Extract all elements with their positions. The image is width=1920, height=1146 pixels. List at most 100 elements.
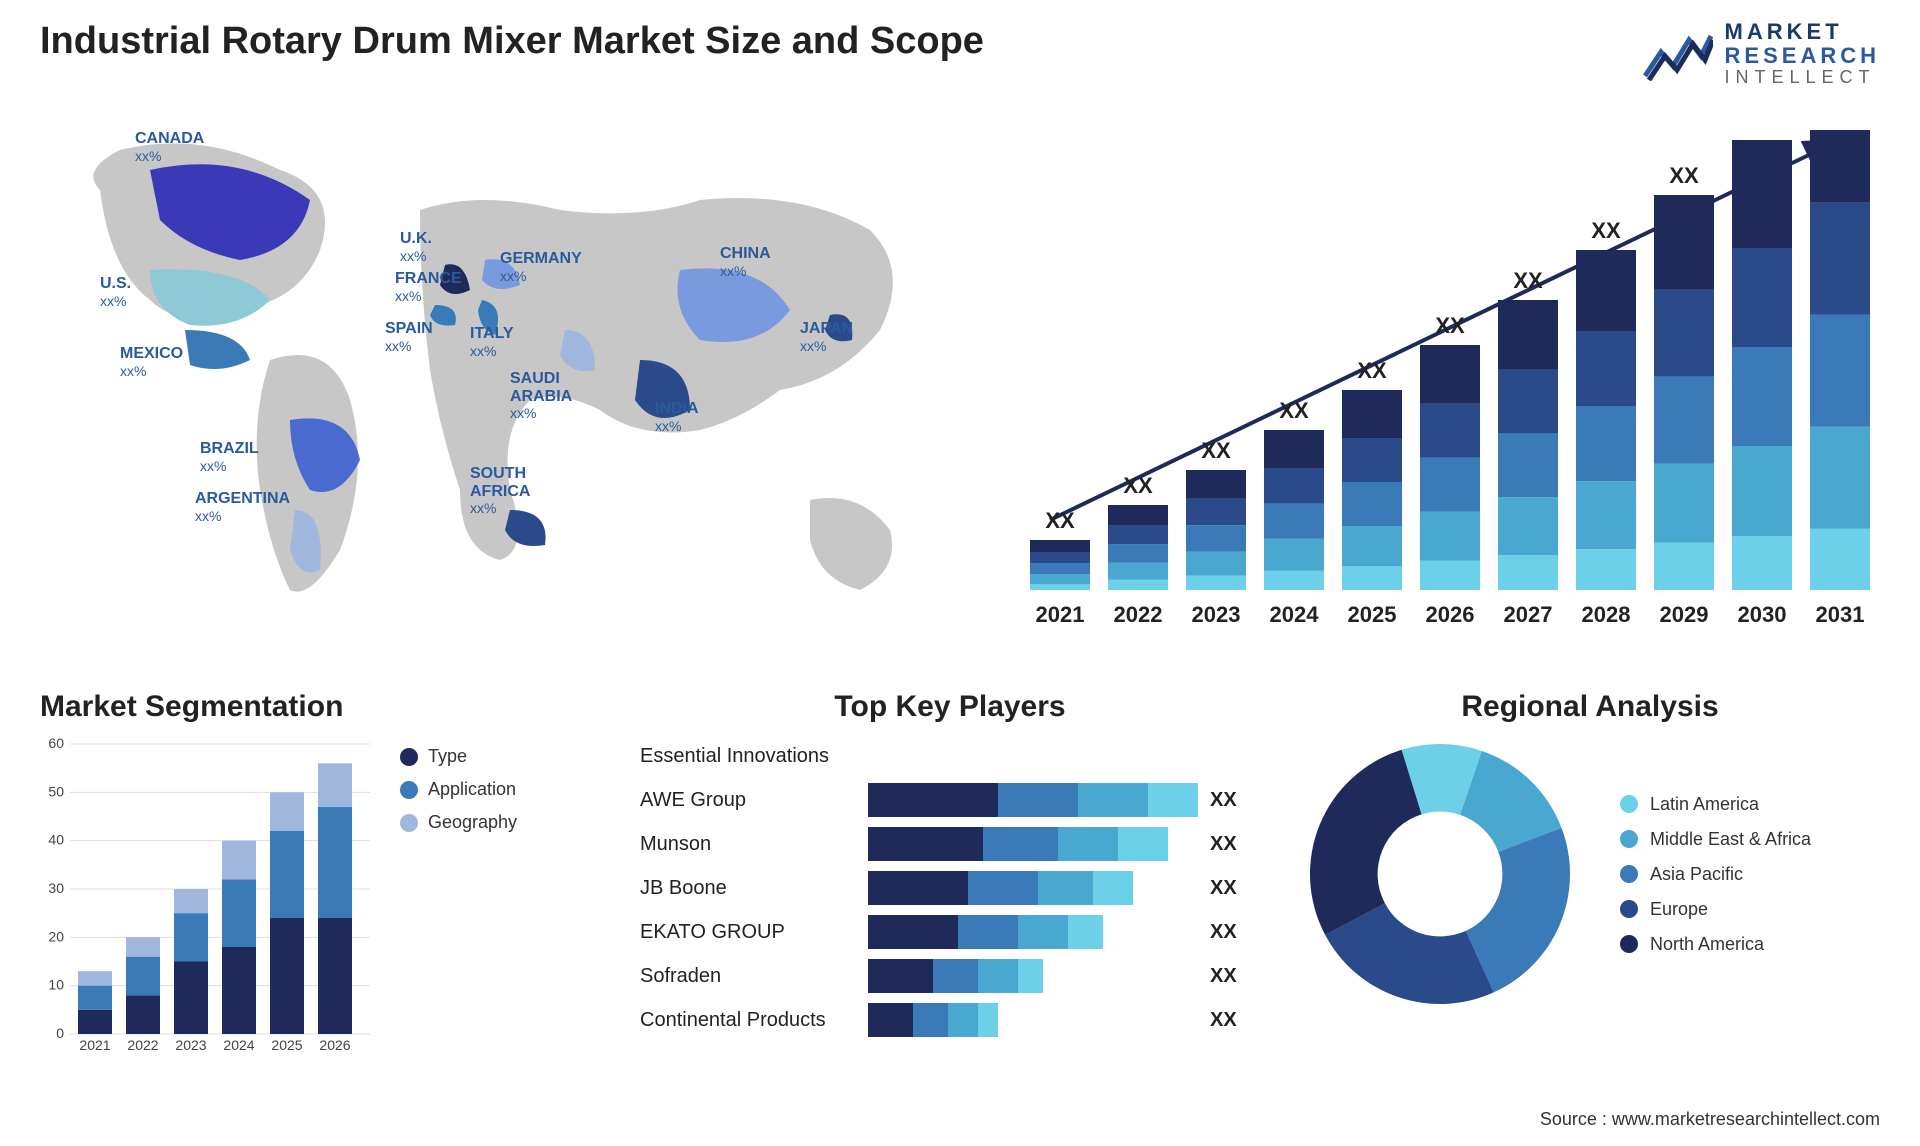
player-name: Continental Products — [640, 1009, 860, 1032]
svg-text:2022: 2022 — [1114, 602, 1163, 627]
brand-logo: MARKET RESEARCH INTELLECT — [1643, 20, 1880, 88]
header: Industrial Rotary Drum Mixer Market Size… — [40, 20, 1880, 88]
map-label: FRANCExx% — [395, 270, 462, 305]
player-name: AWE Group — [640, 789, 860, 812]
player-name: Munson — [640, 833, 860, 856]
svg-text:2023: 2023 — [1192, 602, 1241, 627]
player-row: Essential Innovations — [640, 734, 1260, 778]
player-bar — [868, 783, 1202, 817]
map-label: MEXICOxx% — [120, 345, 183, 380]
player-row: EKATO GROUP XX — [640, 910, 1260, 954]
svg-text:60: 60 — [48, 735, 64, 751]
map-label: ARGENTINAxx% — [195, 490, 290, 525]
page-title: Industrial Rotary Drum Mixer Market Size… — [40, 20, 984, 63]
legend-item: Application — [400, 779, 517, 800]
map-label: INDIAxx% — [655, 400, 699, 435]
svg-text:XX: XX — [1279, 398, 1309, 423]
regional-donut — [1300, 734, 1580, 1014]
svg-text:XX: XX — [1513, 268, 1543, 293]
svg-text:2023: 2023 — [175, 1037, 206, 1053]
legend-item: Latin America — [1620, 794, 1811, 815]
map-label: CHINAxx% — [720, 245, 771, 280]
player-name: EKATO GROUP — [640, 921, 860, 944]
market-size-svg: XX2021XX2022XX2023XX2024XX2025XX2026XX20… — [1010, 130, 1880, 650]
svg-text:2031: 2031 — [1816, 602, 1865, 627]
svg-text:2027: 2027 — [1504, 602, 1553, 627]
legend-item: Type — [400, 746, 517, 767]
source-text: Source : www.marketresearchintellect.com — [1540, 1109, 1880, 1130]
regional-section: Regional Analysis Latin America Middle Ea… — [1300, 690, 1880, 1014]
segmentation-chart: 0102030405060202120222023202420252026 — [40, 734, 370, 1074]
svg-text:2025: 2025 — [271, 1037, 302, 1053]
svg-text:XX: XX — [1591, 218, 1621, 243]
players-rows: Essential Innovations AWE Group XX Munson XX… — [640, 734, 1260, 1042]
map-label: BRAZILxx% — [200, 440, 259, 475]
segmentation-legend: Type Application Geography — [400, 734, 517, 845]
svg-text:2024: 2024 — [1270, 602, 1320, 627]
svg-text:2026: 2026 — [319, 1037, 350, 1053]
world-map: CANADAxx% U.S.xx% MEXICOxx% BRAZILxx% ARGENT… — [40, 130, 940, 650]
map-label: U.K.xx% — [400, 230, 432, 265]
map-label: ITALYxx% — [470, 325, 514, 360]
svg-text:XX: XX — [1669, 163, 1699, 188]
player-bar — [868, 915, 1202, 949]
world-map-svg — [40, 130, 940, 650]
map-label: U.S.xx% — [100, 275, 131, 310]
player-row: Continental Products XX — [640, 998, 1260, 1042]
market-size-chart: XX2021XX2022XX2023XX2024XX2025XX2026XX20… — [1010, 130, 1880, 650]
player-bar — [868, 827, 1202, 861]
player-name: Sofraden — [640, 965, 860, 988]
svg-text:2029: 2029 — [1660, 602, 1709, 627]
svg-text:2025: 2025 — [1348, 602, 1397, 627]
player-name: Essential Innovations — [640, 745, 860, 768]
legend-item: North America — [1620, 934, 1811, 955]
svg-text:XX: XX — [1357, 358, 1387, 383]
svg-text:2021: 2021 — [79, 1037, 110, 1053]
logo-icon — [1643, 26, 1713, 82]
map-label: GERMANYxx% — [500, 250, 582, 285]
legend-item: Europe — [1620, 899, 1811, 920]
legend-item: Asia Pacific — [1620, 864, 1811, 885]
players-section: Top Key Players Essential InnovationsAWE… — [640, 690, 1260, 1042]
player-value: XX — [1210, 965, 1260, 988]
svg-text:2022: 2022 — [127, 1037, 158, 1053]
segmentation-section: Market Segmentation 01020304050602021202… — [40, 690, 600, 1074]
player-bar — [868, 739, 1202, 773]
player-row: AWE Group XX — [640, 778, 1260, 822]
svg-text:50: 50 — [48, 783, 64, 799]
legend-item: Middle East & Africa — [1620, 829, 1811, 850]
player-row: Munson XX — [640, 822, 1260, 866]
svg-text:2030: 2030 — [1738, 602, 1787, 627]
player-bar — [868, 959, 1202, 993]
svg-text:XX: XX — [1747, 130, 1777, 133]
map-label: SPAINxx% — [385, 320, 433, 355]
player-row: Sofraden XX — [640, 954, 1260, 998]
map-label: SAUDIARABIAxx% — [510, 370, 572, 423]
regional-title: Regional Analysis — [1300, 690, 1880, 724]
logo-text: MARKET RESEARCH INTELLECT — [1725, 20, 1880, 88]
svg-text:10: 10 — [48, 977, 64, 993]
legend-item: Geography — [400, 812, 517, 833]
regional-legend: Latin America Middle East & Africa Asia Pa… — [1620, 780, 1811, 969]
player-value: XX — [1210, 789, 1260, 812]
svg-text:XX: XX — [1201, 438, 1231, 463]
player-bar — [868, 1003, 1202, 1037]
svg-text:40: 40 — [48, 832, 64, 848]
player-value: XX — [1210, 877, 1260, 900]
player-bar — [868, 871, 1202, 905]
map-label: CANADAxx% — [135, 130, 204, 165]
player-name: JB Boone — [640, 877, 860, 900]
map-label: SOUTHAFRICAxx% — [470, 465, 530, 518]
player-value: XX — [1210, 921, 1260, 944]
player-value: XX — [1210, 1009, 1260, 1032]
player-value: XX — [1210, 833, 1260, 856]
svg-text:2028: 2028 — [1582, 602, 1631, 627]
segmentation-title: Market Segmentation — [40, 690, 600, 724]
svg-text:2026: 2026 — [1426, 602, 1475, 627]
svg-text:20: 20 — [48, 928, 64, 944]
svg-text:2024: 2024 — [223, 1037, 254, 1053]
player-row: JB Boone XX — [640, 866, 1260, 910]
svg-text:XX: XX — [1123, 473, 1153, 498]
svg-text:XX: XX — [1045, 508, 1075, 533]
svg-text:30: 30 — [48, 880, 64, 896]
